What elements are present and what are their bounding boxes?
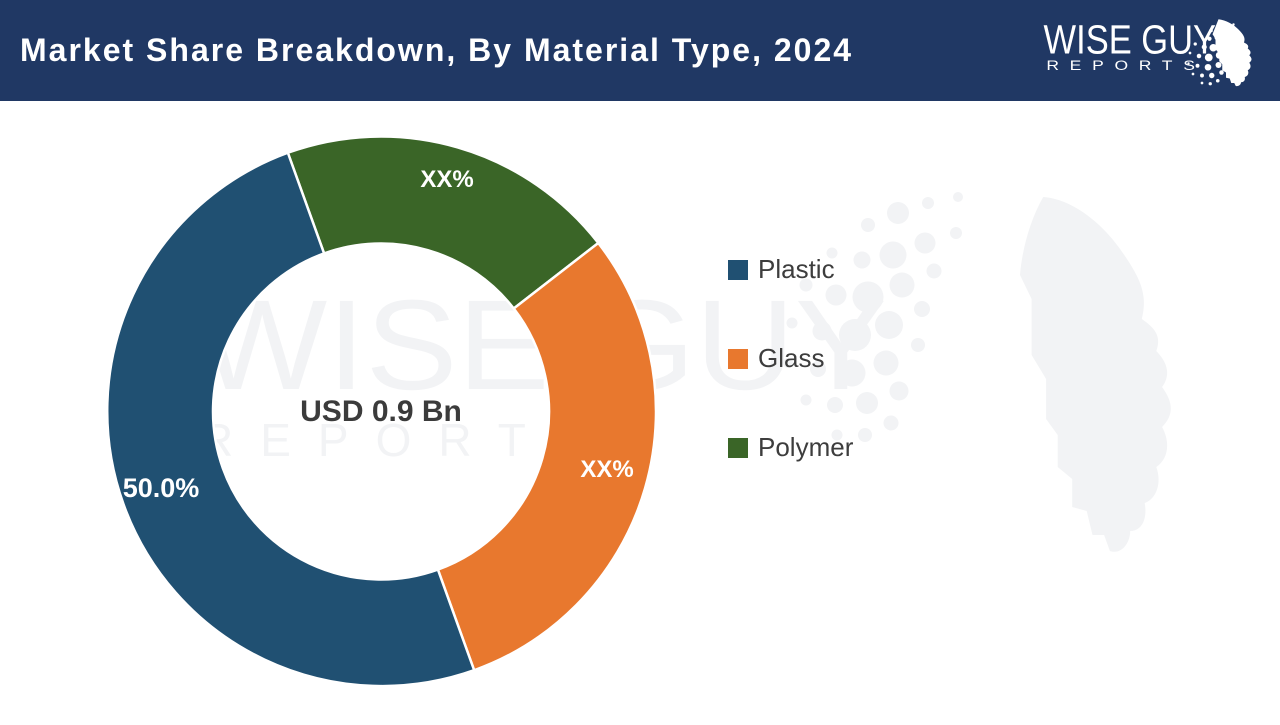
svg-text:XX%: XX% xyxy=(420,166,473,193)
svg-text:WISE GUY: WISE GUY xyxy=(1044,17,1216,62)
svg-text:50.0%: 50.0% xyxy=(123,473,200,503)
svg-text:XX%: XX% xyxy=(580,456,633,483)
svg-text:REPORTS: REPORTS xyxy=(1046,59,1205,74)
